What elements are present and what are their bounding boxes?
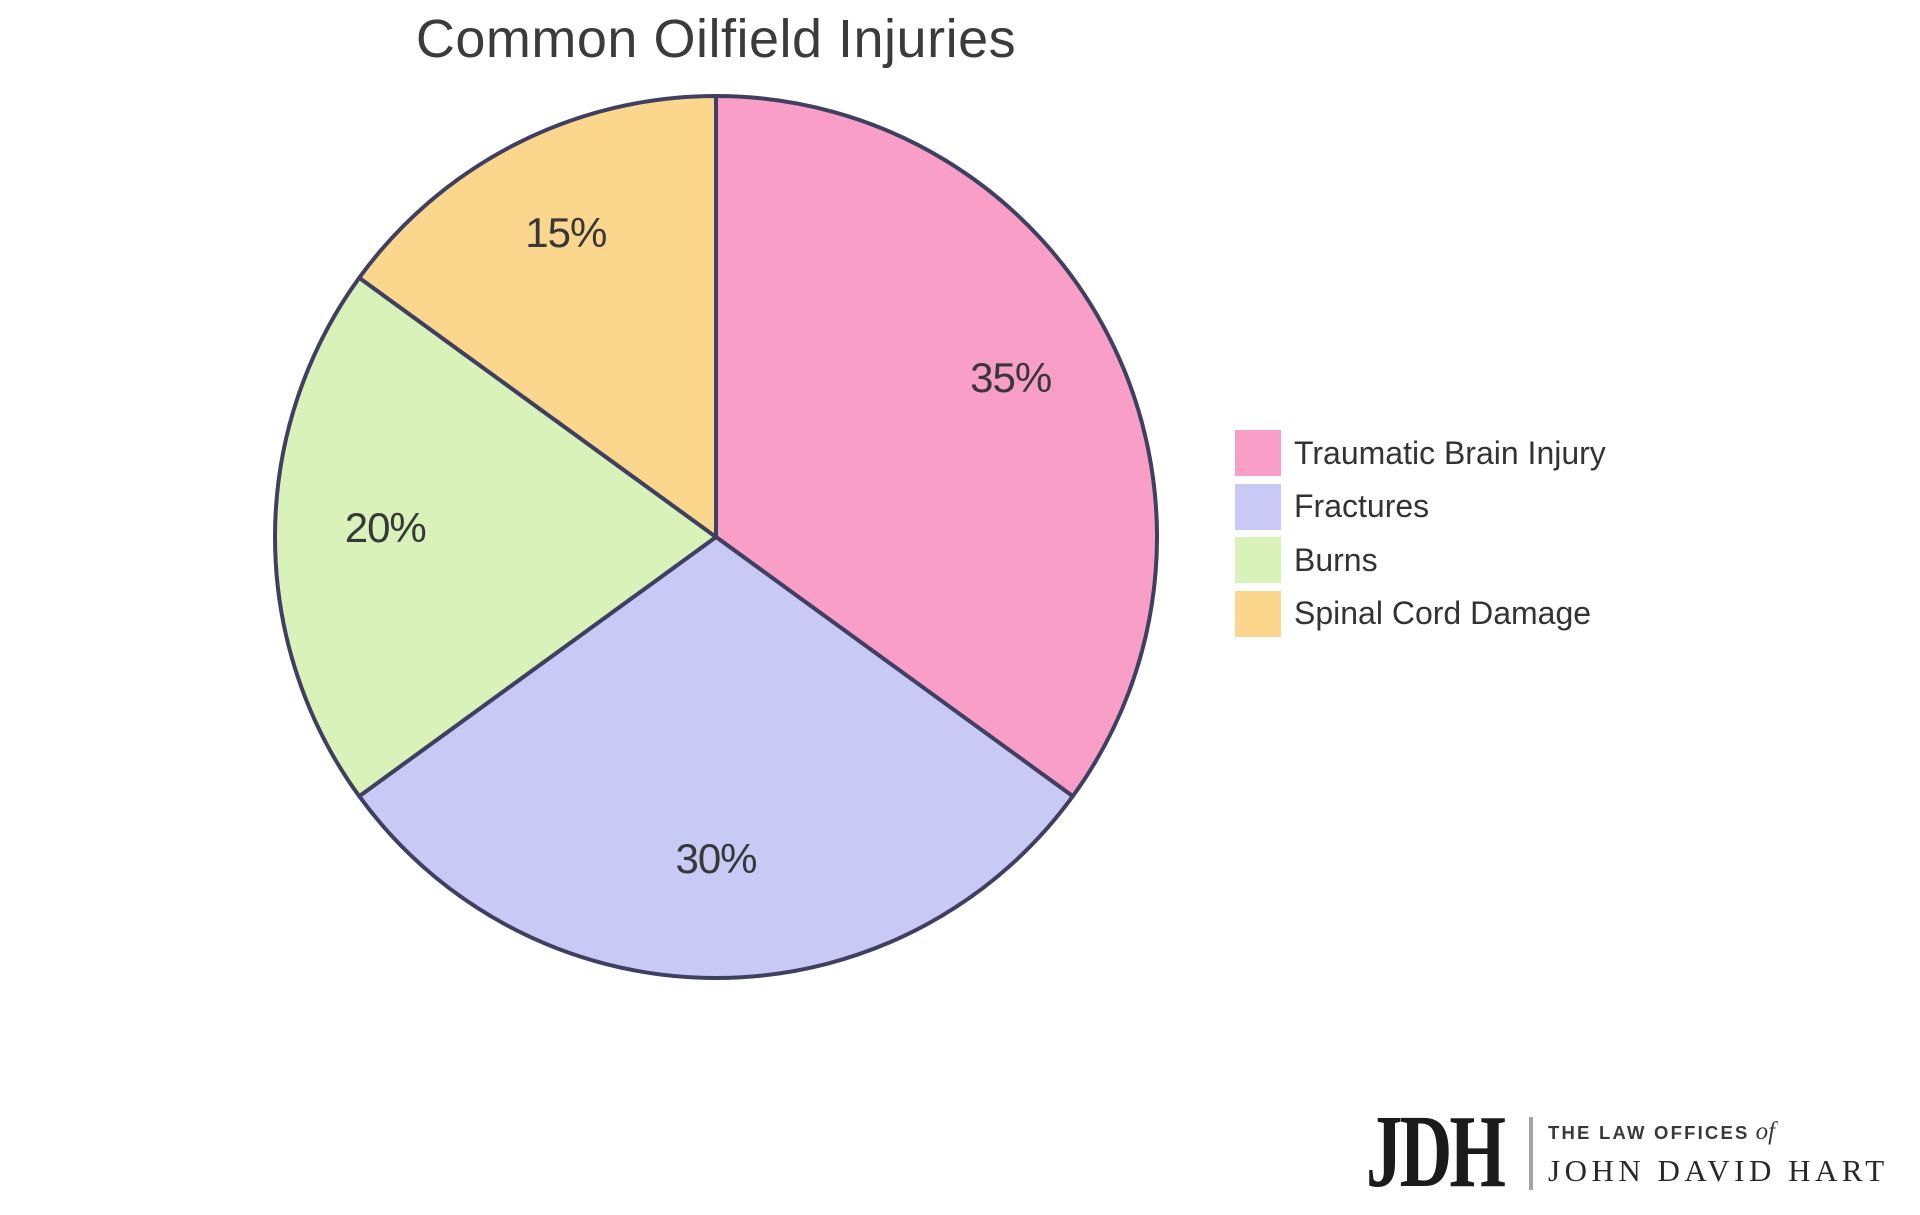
- pie-slice-burns: [273, 275, 718, 799]
- pie-slice-spinal-cord-damage: [357, 94, 718, 539]
- legend-swatch: [1235, 590, 1281, 637]
- legend-swatch: [1235, 537, 1281, 583]
- chart-title: Common Oilfield Injuries: [415, 9, 1017, 69]
- legend-row: Spinal Cord Damage: [1235, 590, 1606, 637]
- legend: Traumatic Brain Injury Fractures Burns S…: [1235, 430, 1606, 637]
- legend-row: Traumatic Brain Injury: [1235, 430, 1606, 476]
- percent-label: 30%: [675, 834, 757, 882]
- legend-label: Traumatic Brain Injury: [1294, 434, 1606, 471]
- pie-slice-traumatic-brain-injury: [714, 94, 1160, 799]
- jdh-monogram: JDH: [1366, 1094, 1506, 1209]
- legend-label: Fractures: [1294, 488, 1430, 524]
- logo-tagline-of: of: [1755, 1118, 1776, 1145]
- legend-label: Spinal Cord Damage: [1294, 595, 1592, 631]
- logo-firm-name: JOHN DAVID HART: [1548, 1153, 1889, 1188]
- legend-label: Burns: [1294, 541, 1378, 578]
- percent-label: 35%: [970, 353, 1052, 401]
- logo-text: THE LAW OFFICES of JOHN DAVID HART: [1548, 1118, 1889, 1189]
- percent-label: 20%: [344, 504, 427, 551]
- legend-swatch: [1235, 483, 1281, 530]
- legend-row: Burns: [1235, 537, 1606, 583]
- legend-swatch: [1235, 430, 1281, 476]
- pie-slice-fractures: [357, 535, 1075, 981]
- logo-tagline-prefix: THE LAW OFFICES: [1548, 1122, 1750, 1143]
- percent-label: 15%: [525, 209, 607, 257]
- legend-row: Fractures: [1235, 483, 1606, 530]
- logo-divider: [1529, 1117, 1533, 1190]
- logo-tagline: THE LAW OFFICES of: [1548, 1118, 1889, 1146]
